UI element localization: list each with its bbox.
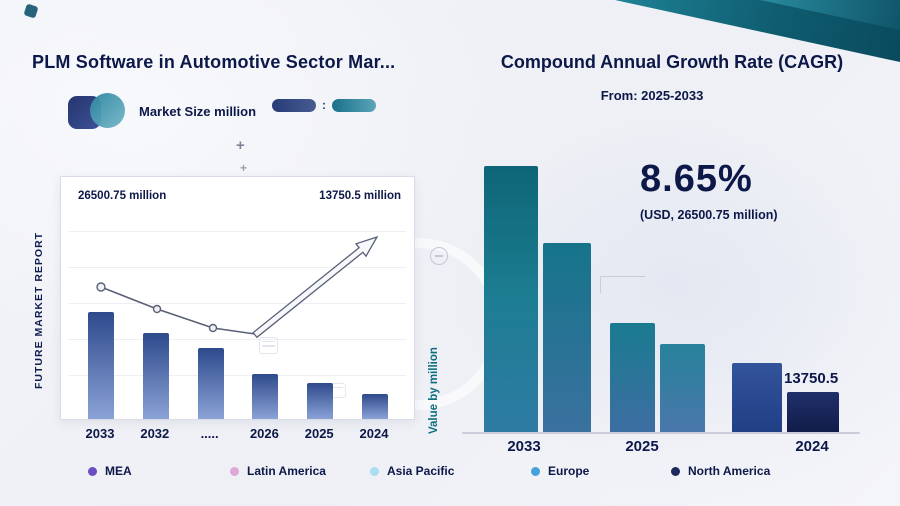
cagr-2024-value: 13750.5	[784, 370, 839, 387]
gridline	[69, 339, 406, 340]
cagr-bar-2033-bar-2	[543, 243, 591, 432]
legend-marker	[671, 466, 680, 476]
market-xlabels: 2033 2032..... 2026 2025 2024	[85, 426, 389, 441]
circle-minus-icon	[430, 247, 448, 265]
legend-icon-circle	[90, 93, 125, 128]
market-bar-2032	[142, 333, 169, 419]
market-bar-2033	[88, 312, 114, 419]
market-size-legend-icon	[68, 93, 125, 130]
cagr-group-2033	[484, 166, 591, 432]
legend-marker	[88, 466, 97, 476]
gridline	[69, 231, 406, 232]
cagr-bar-2033-bar-1	[484, 166, 538, 432]
right-panel-title: Compound Annual Growth Rate (CAGR)	[500, 52, 844, 72]
region-legend: MEA Latin America Asia Pacific Europe No…	[0, 464, 900, 490]
cagr-bar-2025-bar-1	[610, 323, 655, 432]
left-panel-title: PLM Software in Automotive Sector Mar...	[32, 52, 396, 72]
cagr-group-2024	[732, 363, 839, 432]
pill-navy	[272, 99, 316, 112]
pill-teal	[332, 99, 376, 112]
market-start-value: 26500.75 million	[78, 190, 167, 202]
market-size-legend: Market Size million	[68, 93, 256, 130]
cagr-xlabel: 2025	[625, 438, 659, 455]
plus-glyph: +	[236, 137, 245, 154]
market-bars	[88, 312, 388, 419]
legend-label: North America	[688, 464, 771, 478]
market-bar-2026	[252, 374, 279, 419]
legend-label: Latin America	[247, 464, 326, 478]
legend-item-europe: Europe	[531, 464, 589, 478]
market-size-legend-label: Market Size million	[139, 104, 257, 119]
cagr-bar-2024-bar-1	[732, 363, 782, 432]
cagr-xlabel: 2033	[507, 438, 541, 455]
market-bar-2024	[361, 394, 388, 419]
legend-marker	[531, 466, 540, 476]
legend-label: Asia Pacific	[387, 464, 455, 478]
market-end-value: 13750.5 million	[319, 190, 401, 202]
plus-glyph-2: +	[240, 161, 248, 175]
market-bar-.....	[197, 348, 224, 419]
gridline	[69, 267, 406, 268]
value-axis-label: Value by million	[428, 347, 440, 434]
legend-item-mea: MEA	[88, 464, 132, 478]
corner-accent	[23, 3, 39, 19]
market-xlabel: 2025	[304, 426, 334, 441]
market-xlabel: .....	[200, 426, 219, 441]
cagr-chart: 13750.5 2033 2025 2024	[462, 160, 862, 455]
legend-item-latin-america: Latin America	[230, 464, 326, 478]
cagr-bar-2025-bar-2	[660, 344, 705, 432]
legend-marker	[230, 466, 239, 476]
market-xlabel: 2024	[359, 426, 389, 441]
cagr-xlabel: 2024	[795, 438, 829, 455]
pill-separator: :	[322, 98, 326, 112]
gradient-pills: :	[272, 99, 376, 112]
right-panel-subtitle: From: 2025-2033	[600, 88, 704, 103]
cagr-axis-line	[462, 432, 860, 434]
legend-marker	[370, 466, 379, 476]
gridline	[69, 375, 406, 376]
market-xlabel: 2033	[85, 426, 115, 441]
cagr-bar-2024-bar-2	[787, 392, 839, 432]
market-xlabel: 2026	[249, 426, 279, 441]
market-bar-2025	[307, 383, 334, 419]
cagr-group-2025	[610, 323, 705, 432]
market-xlabel: 2032	[140, 426, 170, 441]
bracket-icon	[600, 276, 645, 293]
cagr-value: 8.65%	[640, 158, 753, 200]
legend-label: Europe	[548, 464, 590, 478]
future-market-report-watermark: FUTURE MARKET REPORT	[33, 231, 45, 389]
legend-item-north-america: North America	[671, 464, 770, 478]
cagr-block: 8.65% (USD, 26500.75 million)	[640, 158, 778, 222]
market-size-chart-card: 26500.75 million 13750.5 million	[60, 176, 415, 420]
legend-label: MEA	[105, 464, 132, 478]
legend-item-asia-pacific: Asia Pacific	[370, 464, 454, 478]
gridline	[69, 303, 406, 304]
cagr-note: (USD, 26500.75 million)	[640, 208, 778, 222]
